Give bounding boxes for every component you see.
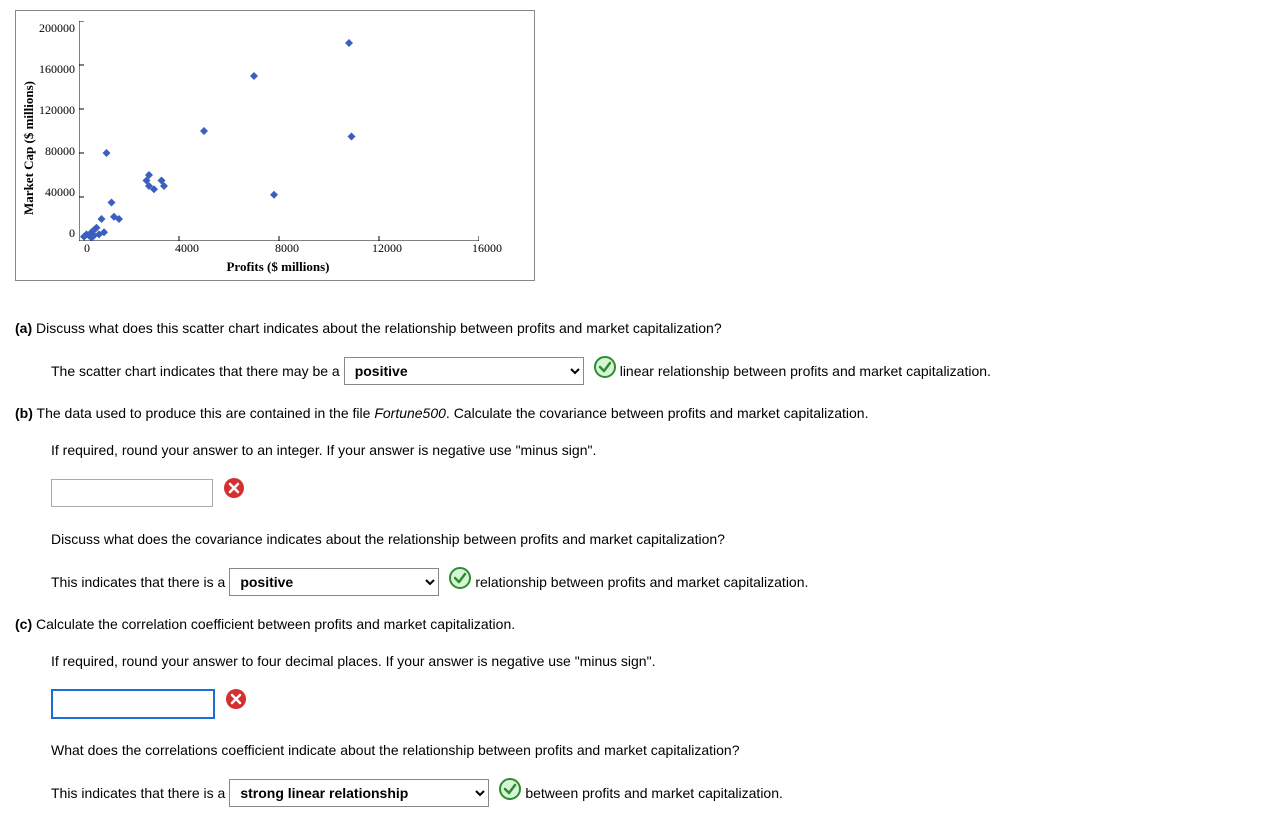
part-a-posttext: linear relationship between profits and … <box>620 358 991 385</box>
check-icon <box>449 567 471 598</box>
part-b-filename: Fortune500 <box>374 405 446 421</box>
check-icon <box>499 778 521 809</box>
part-c-hint: If required, round your answer to four d… <box>51 648 1266 675</box>
part-b-select[interactable]: positive <box>229 568 439 596</box>
part-a-question: Discuss what does this scatter chart ind… <box>36 320 722 336</box>
part-b-posttext-2: relationship between profits and market … <box>475 569 808 596</box>
part-b-input[interactable] <box>51 479 213 507</box>
part-c-input[interactable] <box>51 689 215 719</box>
check-icon <box>594 356 616 387</box>
part-a-pretext: The scatter chart indicates that there m… <box>51 358 340 385</box>
part-c-select[interactable]: strong linear relationship <box>229 779 489 807</box>
y-axis-ticks: 20000016000012000080000400000 <box>39 21 79 241</box>
part-c-posttext-2: between profits and market capitalizatio… <box>525 780 783 807</box>
part-b-question-1b: . Calculate the covariance between profi… <box>446 405 869 421</box>
part-c-question: Calculate the correlation coefficient be… <box>36 616 515 632</box>
part-c: (c) Calculate the correlation coefficien… <box>15 611 1266 808</box>
part-b-pretext-2: This indicates that there is a <box>51 569 225 596</box>
part-b: (b) The data used to produce this are co… <box>15 400 1266 597</box>
part-b-question-2: Discuss what does the covariance indicat… <box>51 526 1266 553</box>
part-c-question-2: What does the correlations coefficient i… <box>51 737 1266 764</box>
y-axis-label: Market Cap ($ millions) <box>21 81 37 215</box>
cross-icon <box>223 477 245 508</box>
part-a-label: (a) <box>15 320 32 336</box>
scatter-chart-container: Market Cap ($ millions) 2000001600001200… <box>15 10 535 281</box>
x-axis-label: Profits ($ millions) <box>69 259 487 275</box>
part-a: (a) Discuss what does this scatter chart… <box>15 315 1266 386</box>
cross-icon <box>225 688 247 719</box>
part-a-select[interactable]: positive <box>344 357 584 385</box>
part-c-label: (c) <box>15 616 32 632</box>
part-b-question-1: The data used to produce this are contai… <box>37 405 375 421</box>
part-b-label: (b) <box>15 405 33 421</box>
x-axis-ticks: 0400080001200016000 <box>87 241 487 257</box>
scatter-plot <box>79 21 479 241</box>
part-b-hint: If required, round your answer to an int… <box>51 437 1266 464</box>
part-c-pretext-2: This indicates that there is a <box>51 780 225 807</box>
